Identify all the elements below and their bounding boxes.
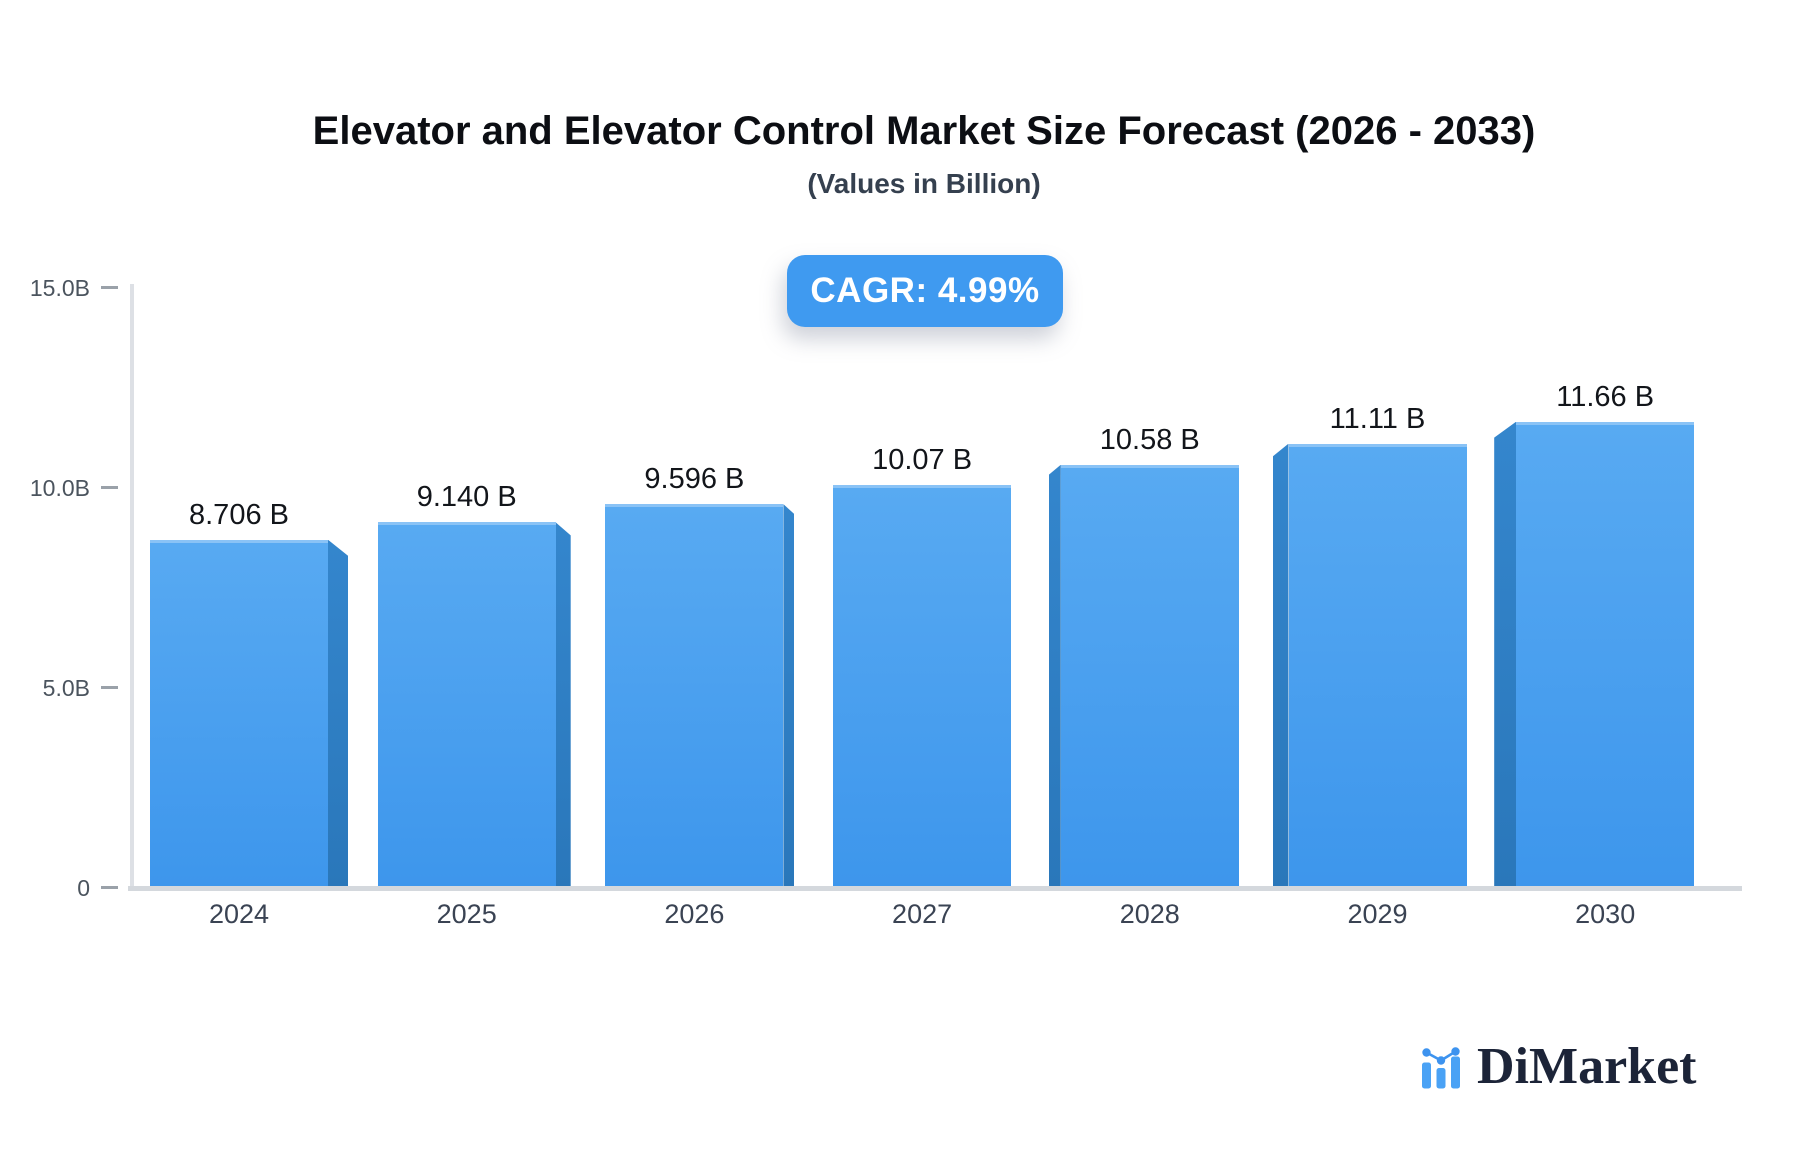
bar-2027 — [833, 485, 1012, 888]
bar-2029 — [1288, 443, 1467, 888]
chart-subtitle: (Values in Billion) — [807, 168, 1041, 199]
brand-name: DiMarket — [1477, 1038, 1697, 1095]
x-axis-label: 2030 — [1575, 899, 1636, 929]
bar-side-face — [328, 539, 348, 888]
brand-logo: DiMarket — [1420, 1038, 1697, 1095]
bar-side-face — [1272, 443, 1289, 888]
y-tick-mark — [101, 686, 118, 689]
bar-value-label: 10.07 B — [872, 444, 973, 477]
mini-bar-chart-icon — [1422, 1047, 1460, 1089]
y-tick-mark — [101, 886, 118, 889]
y-tick-label: 10.0B — [29, 475, 90, 501]
y-tick-label: 5.0B — [42, 675, 90, 701]
bar-value-label: 11.66 B — [1556, 380, 1655, 413]
bar-value-label: 9.596 B — [644, 463, 745, 496]
x-axis-label: 2029 — [1347, 899, 1408, 929]
bar-value-label: 8.706 B — [189, 498, 289, 531]
bar-value-label: 11.11 B — [1329, 402, 1426, 435]
cagr-badge: CAGR: 4.99% — [787, 255, 1063, 327]
bar-value-label: 9.140 B — [416, 481, 517, 514]
y-tick-label: 0 — [77, 875, 90, 901]
bar-side-face — [1494, 421, 1517, 888]
chart-title: Elevator and Elevator Control Market Siz… — [312, 109, 1536, 153]
x-axis-label: 2028 — [1119, 899, 1180, 929]
bar-2026 — [605, 504, 784, 888]
x-axis-label: 2026 — [664, 899, 725, 929]
y-tick-mark — [101, 286, 118, 289]
bar-side-face — [783, 504, 795, 888]
bar-value-label: 10.58 B — [1099, 423, 1200, 456]
x-axis-line — [128, 886, 1742, 891]
cagr-badge-label: CAGR: 4.99% — [810, 271, 1040, 310]
bar-side-face — [555, 522, 571, 888]
y-axis-line — [130, 284, 134, 891]
bar-side-face — [1048, 464, 1061, 888]
x-axis-label: 2027 — [892, 899, 953, 929]
bar-2024 — [150, 539, 328, 888]
bar-2030 — [1516, 421, 1695, 888]
bar-2025 — [377, 522, 556, 888]
y-tick-label: 15.0B — [29, 275, 90, 301]
bar-2028 — [1060, 464, 1239, 888]
x-axis-label: 2025 — [436, 899, 497, 929]
x-axis-label: 2024 — [208, 899, 270, 929]
y-tick-mark — [101, 486, 118, 489]
